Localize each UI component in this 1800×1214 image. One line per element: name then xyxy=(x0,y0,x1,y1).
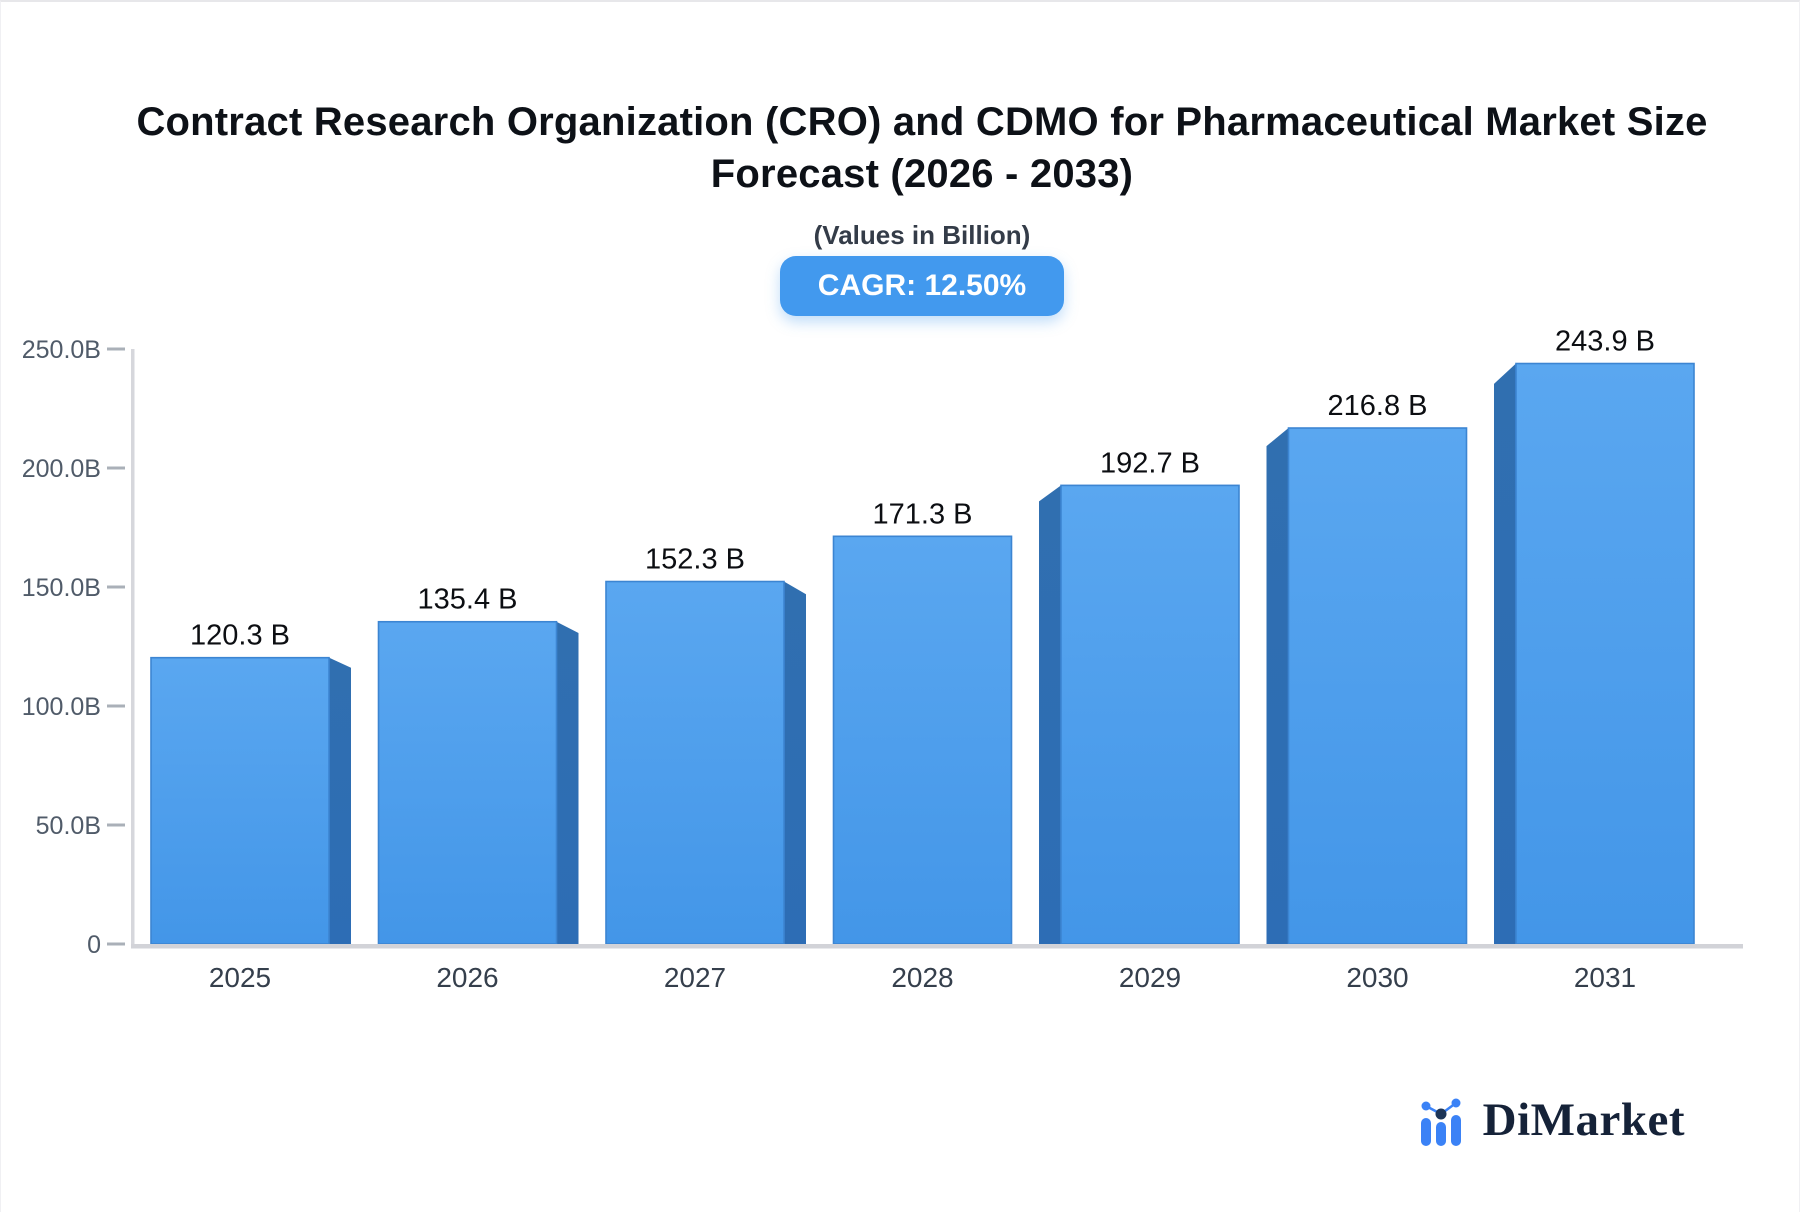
bar-value-label: 243.9 B xyxy=(1555,326,1655,358)
x-tick-label-2025: 2025 xyxy=(209,962,271,993)
cagr-badge: CAGR: 12.50% xyxy=(779,256,1065,316)
y-tick-mark xyxy=(107,347,125,351)
y-tick-label: 0 xyxy=(87,931,101,959)
x-axis-line xyxy=(131,944,1743,949)
bar-value-label: 152.3 B xyxy=(645,544,745,576)
y-tick-label: 250.0B xyxy=(22,336,101,364)
bar-2031[interactable]: 243.9 B xyxy=(1494,326,1695,945)
bar-front-face xyxy=(1287,427,1468,945)
x-tick-label-2027: 2027 xyxy=(664,962,726,993)
bar-2027[interactable]: 152.3 B xyxy=(605,544,806,945)
bars: 120.3 B 135.4 B 152.3 B 171.3 B 192.7 B 216.8… xyxy=(150,326,1695,945)
x-tick-label-2029: 2029 xyxy=(1119,962,1181,993)
x-axis-labels: 2025 2026 2027 2028 2029 2030 2031 xyxy=(209,962,1636,993)
bar-front-face xyxy=(832,535,1013,945)
bar-2030[interactable]: 216.8 B xyxy=(1266,390,1468,945)
bar-value-label: 135.4 B xyxy=(418,584,518,616)
y-tick-label: 200.0B xyxy=(22,455,101,483)
chart-title-line2: Forecast (2026 - 2033) xyxy=(710,152,1134,196)
bar-2025[interactable]: 120.3 B xyxy=(150,620,351,945)
chart-title: Contract Research Organization (CRO) and… xyxy=(45,96,1799,200)
bar-2028[interactable]: 171.3 B xyxy=(832,498,1013,945)
bar-side-face xyxy=(784,581,806,944)
bar-front-face xyxy=(1515,362,1695,945)
bar-side-face xyxy=(329,657,351,944)
bar-2029[interactable]: 192.7 B xyxy=(1039,447,1240,945)
dimarket-logo: DiMarket xyxy=(1418,1092,1685,1148)
y-axis-line xyxy=(131,349,135,948)
bar-front-face xyxy=(377,620,558,945)
bar-side-face xyxy=(556,621,579,944)
bar-side-face xyxy=(1039,485,1061,944)
x-tick-label-2030: 2030 xyxy=(1346,962,1408,993)
bar-value-label: 120.3 B xyxy=(190,620,290,652)
y-tick-mark xyxy=(107,823,125,827)
bar-front-face xyxy=(605,580,785,945)
bar-2026[interactable]: 135.4 B xyxy=(377,584,579,945)
bar-value-label: 216.8 B xyxy=(1328,390,1428,422)
y-tick-label: 100.0B xyxy=(22,693,101,721)
chart-subtitle: (Values in Billion) xyxy=(813,220,1031,250)
y-tick-label: 150.0B xyxy=(22,574,101,602)
y-tick-label: 50.0B xyxy=(36,812,101,840)
x-tick-label-2031: 2031 xyxy=(1574,962,1636,993)
logo-text: DiMarket xyxy=(1482,1094,1685,1146)
y-tick-mark xyxy=(107,585,125,589)
bar-front-face xyxy=(1060,484,1240,945)
bar-value-label: 171.3 B xyxy=(873,498,973,530)
y-axis: 0 50.0B 100.0B 150.0B 200.0B 250.0B xyxy=(22,336,135,959)
bar-value-label: 192.7 B xyxy=(1100,447,1200,479)
y-tick-mark xyxy=(107,466,125,470)
x-tick-label-2026: 2026 xyxy=(436,962,498,993)
y-tick-mark xyxy=(107,942,125,946)
chart-header: Contract Research Organization (CRO) and… xyxy=(45,96,1799,316)
logo-bar-chart-icon xyxy=(1420,1098,1461,1146)
chart-title-line1: Contract Research Organization (CRO) and… xyxy=(136,100,1708,144)
bar-front-face xyxy=(150,656,330,945)
bar-side-face xyxy=(1266,428,1289,944)
x-axis xyxy=(131,944,1743,949)
bar-side-face xyxy=(1494,363,1516,944)
x-tick-label-2028: 2028 xyxy=(891,962,953,993)
y-tick-mark xyxy=(107,704,125,708)
